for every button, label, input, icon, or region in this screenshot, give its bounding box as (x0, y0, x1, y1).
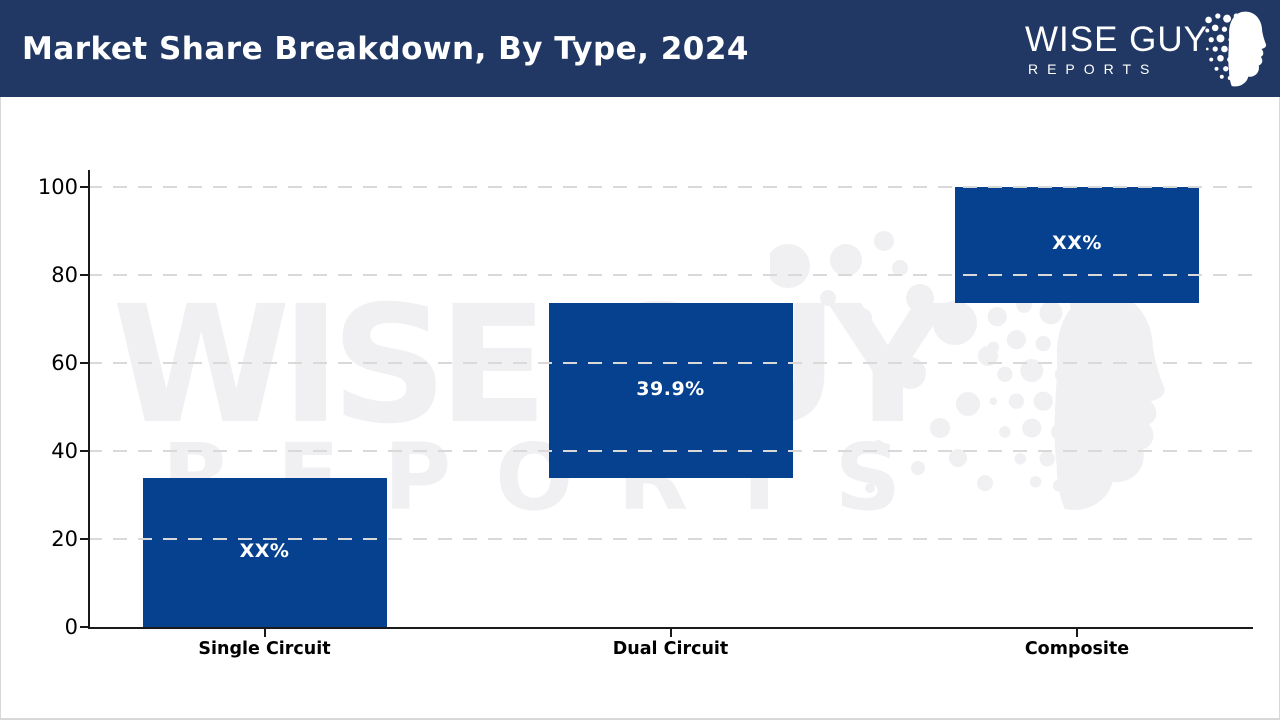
x-tick (1076, 629, 1078, 637)
y-gridline (88, 362, 1253, 364)
y-tick (80, 538, 88, 540)
y-tick (80, 450, 88, 452)
bar-value-label: 39.9% (636, 377, 705, 400)
y-tick-label: 40 (51, 439, 78, 463)
x-tick (669, 629, 672, 637)
wise-guy-face-logo-icon (1205, 11, 1267, 87)
x-axis-line (88, 627, 1253, 629)
x-tick (263, 629, 266, 637)
logo-tagline-text: REPORTS (1027, 60, 1159, 77)
x-category-label: Single Circuit (198, 639, 331, 659)
wise-guy-logo: WISE GUY REPORTS (1025, 7, 1268, 91)
bar (142, 478, 387, 627)
y-tick-label: 60 (51, 351, 78, 375)
logo-brand-text: WISE GUY (1024, 19, 1208, 59)
bar (955, 187, 1199, 303)
bar-value-label: XX% (1052, 231, 1102, 254)
y-axis-line (88, 170, 90, 629)
y-tick (80, 186, 88, 188)
y-tick-label: 20 (51, 527, 78, 551)
y-tick-label: 100 (37, 175, 78, 199)
y-gridline (88, 450, 1253, 452)
bar (548, 302, 793, 479)
y-tick (80, 626, 88, 628)
y-gridline (88, 186, 1253, 188)
y-tick-label: 80 (51, 263, 78, 287)
header-bar: Market Share Breakdown, By Type, 2024 WI… (0, 0, 1280, 97)
logo-text: WISE GUY REPORTS (1025, 22, 1208, 77)
watermark-face-icon (770, 231, 1165, 511)
page-title: Market Share Breakdown, By Type, 2024 (22, 30, 750, 67)
y-gridline (88, 274, 1253, 276)
x-category-label: Dual Circuit (612, 639, 729, 659)
y-gridline (88, 538, 1253, 540)
x-category-label: Composite (1024, 639, 1130, 659)
y-tick (80, 362, 88, 364)
watermark-brand-text: WISE GUY (112, 272, 947, 460)
y-tick (80, 274, 88, 276)
bar-value-label: XX% (239, 539, 290, 562)
y-tick-label: 0 (64, 615, 78, 639)
